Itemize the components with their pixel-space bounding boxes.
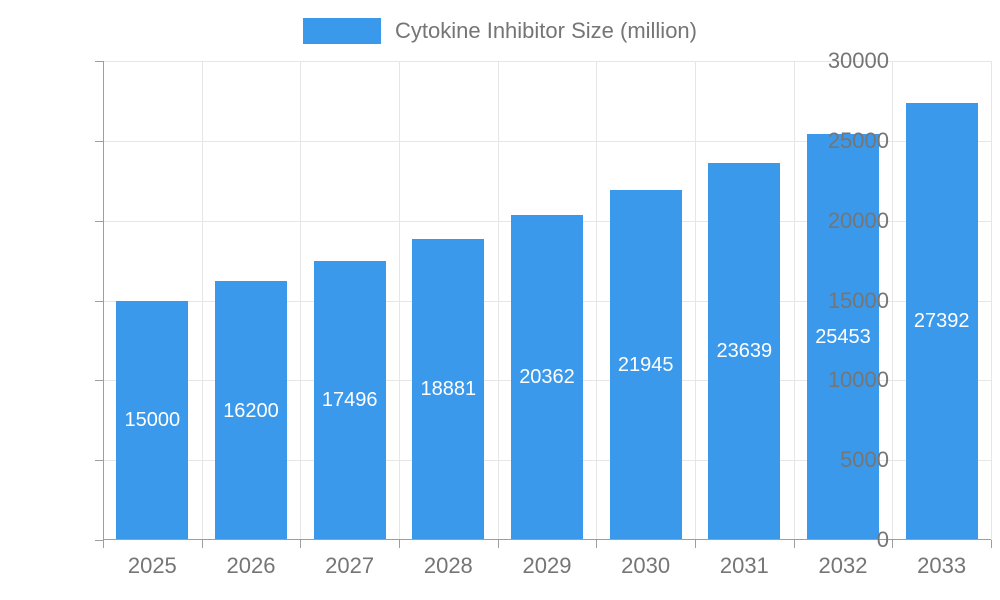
bar-2031[interactable]: 23639: [708, 162, 781, 540]
y-axis-tick: [95, 220, 103, 222]
x-axis-label: 2026: [226, 553, 276, 578]
x-axis-tick: [300, 540, 302, 548]
gridline-vertical: [399, 61, 400, 540]
gridline-vertical: [991, 61, 992, 540]
y-axis-tick: [95, 61, 103, 62]
x-axis-label: 2027: [325, 553, 375, 578]
y-axis-line: [103, 61, 104, 540]
x-axis-tick: [793, 540, 795, 548]
gridline-vertical: [497, 61, 499, 540]
bar-value-label: 23639: [716, 340, 773, 363]
gridline-vertical: [596, 61, 598, 540]
bar-2033[interactable]: 27392: [905, 102, 978, 540]
gridline-vertical: [793, 61, 795, 540]
x-axis-label: 2032: [818, 553, 868, 578]
y-axis-label: 15000: [827, 287, 889, 313]
y-axis-tick: [95, 380, 103, 382]
gridline-vertical: [892, 61, 894, 540]
x-axis-label: 2031: [719, 553, 769, 578]
bar-2028[interactable]: 18881: [412, 238, 485, 540]
y-axis-label: 10000: [827, 367, 889, 393]
bar-2025[interactable]: 15000: [116, 300, 189, 540]
x-axis-label: 2030: [621, 553, 671, 578]
y-axis-label: 5000: [840, 447, 889, 473]
y-axis-label: 0: [876, 527, 889, 552]
plot-area: 15000 16200 17496 18881 20362 21945 23639 25453…: [95, 61, 992, 548]
legend-label: Cytokine Inhibitor Size (million): [395, 18, 697, 43]
bar-2027[interactable]: 17496: [313, 260, 386, 540]
gridline-horizontal: [103, 140, 991, 142]
x-axis-tick: [399, 540, 400, 548]
bar-value-label: 27392: [913, 310, 970, 333]
x-axis-label: 2033: [917, 553, 967, 578]
y-axis-label: 20000: [827, 207, 889, 233]
x-axis-tick: [892, 540, 894, 548]
chart-legend[interactable]: Cytokine Inhibitor Size (million): [0, 18, 1000, 44]
bar-value-label: 18881: [420, 378, 477, 401]
bar-value-label: 21945: [617, 353, 674, 376]
bar-2026[interactable]: 16200: [215, 281, 287, 540]
x-axis-tick: [695, 540, 696, 548]
x-axis-tick: [991, 540, 992, 548]
gridline-vertical: [201, 61, 203, 540]
bar-value-label: 25453: [815, 325, 871, 348]
x-axis-line: [103, 539, 991, 540]
legend-swatch-icon: [303, 18, 381, 44]
bar-2030[interactable]: 21945: [609, 189, 682, 540]
y-axis-label: 25000: [827, 127, 889, 153]
bar-2032[interactable]: 25453: [807, 133, 879, 540]
bar-value-label: 20362: [519, 366, 575, 389]
gridline-horizontal: [103, 61, 991, 62]
gridline-vertical: [300, 61, 302, 540]
gridline-vertical: [695, 61, 696, 540]
y-axis-tick: [95, 140, 103, 142]
bar-value-label: 15000: [124, 409, 181, 432]
bar-value-label: 17496: [321, 389, 378, 412]
bar-2029[interactable]: 20362: [511, 214, 583, 540]
x-axis-label: 2029: [522, 553, 572, 578]
x-axis-tick: [201, 540, 203, 548]
x-axis-tick: [497, 540, 499, 548]
y-axis-tick: [95, 460, 103, 462]
bar-value-label: 16200: [223, 399, 279, 422]
y-axis-label: 30000: [827, 48, 889, 73]
x-axis-tick: [103, 540, 104, 548]
x-axis-label: 2028: [423, 553, 473, 578]
y-axis-tick: [95, 300, 103, 302]
y-axis-tick: [95, 540, 103, 541]
x-axis-tick: [596, 540, 598, 548]
x-axis-label: 2025: [127, 553, 177, 578]
